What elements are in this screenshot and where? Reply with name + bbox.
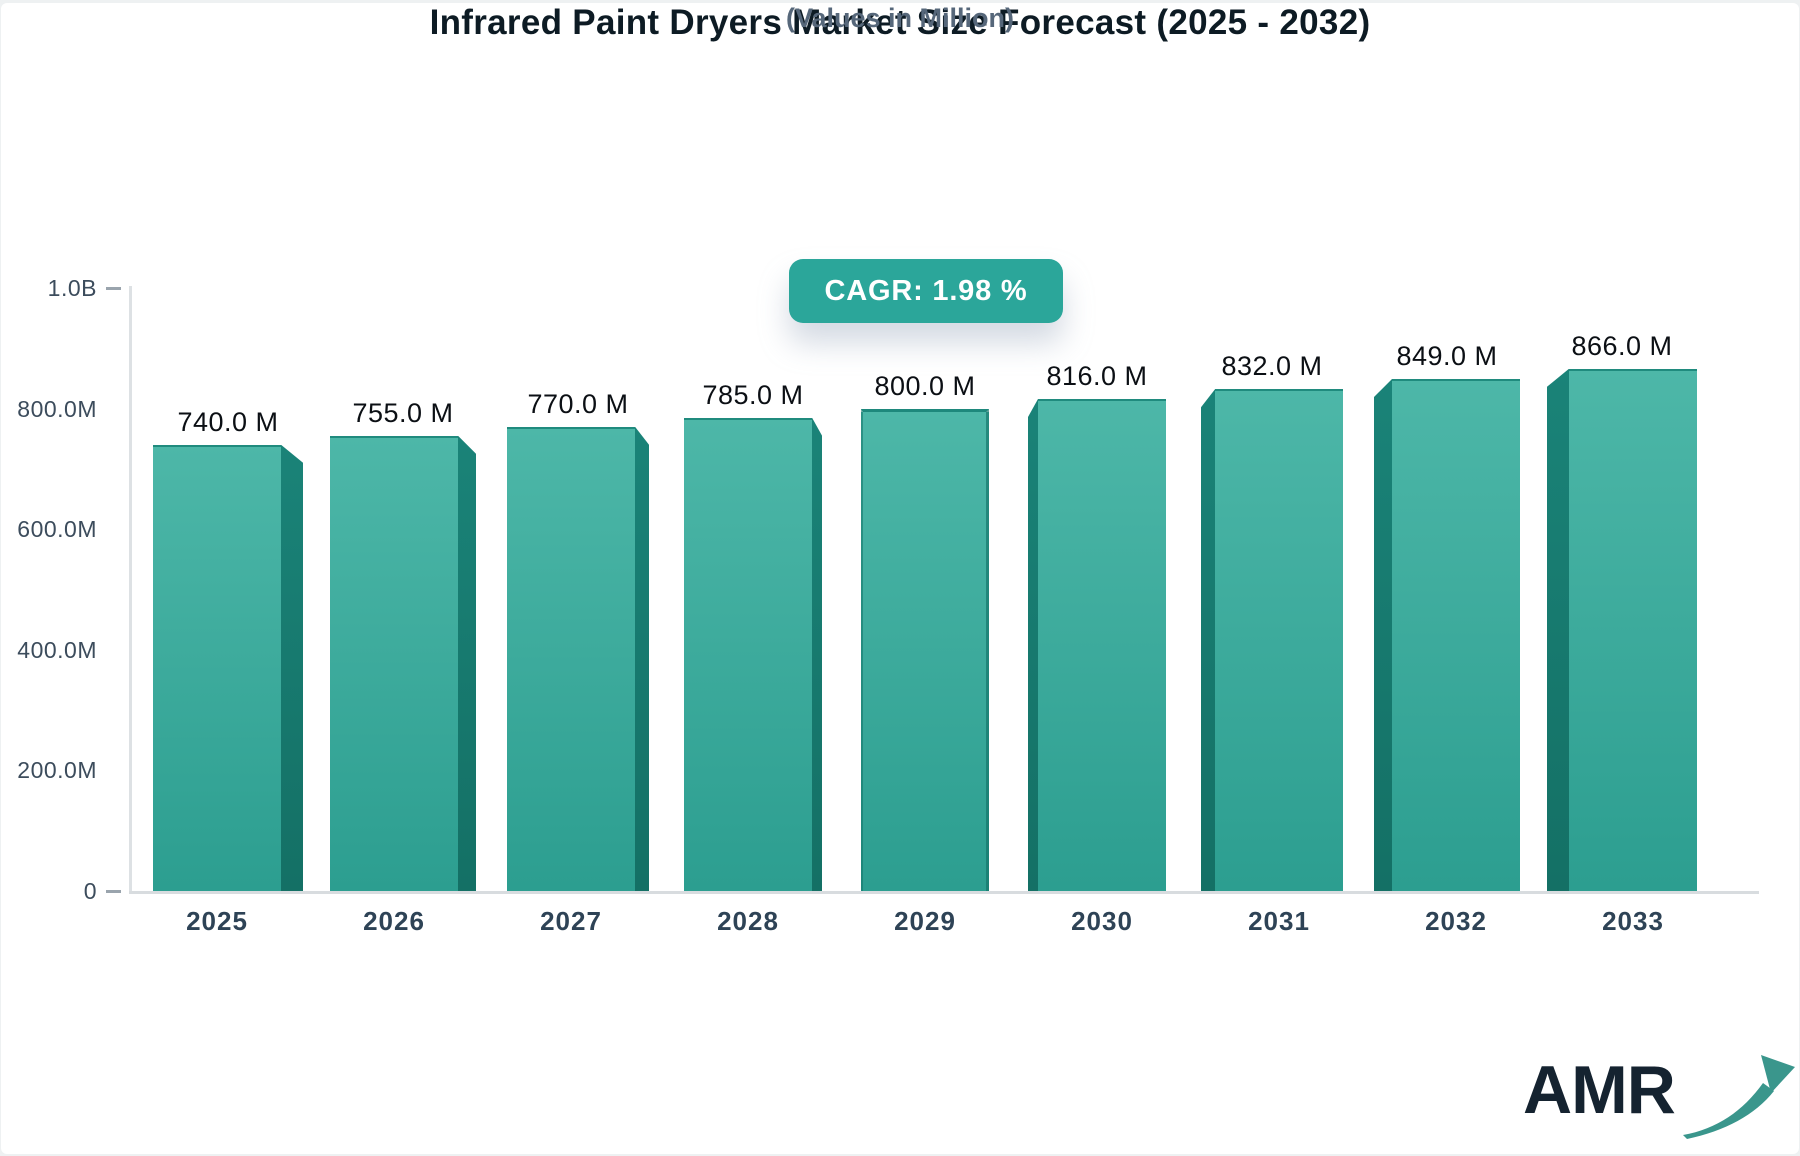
bar-value-label-2032: 849.0 M [1396,341,1498,372]
bar-side-2027 [635,426,649,891]
bar-side-2025 [281,444,303,891]
bar-side-2026 [458,435,476,891]
bar-value-label-2029: 800.0 M [874,370,976,401]
bar-2029 [861,408,989,891]
bar-2026 [330,435,458,891]
y-tick-label-600.0M: 600.0M [17,516,97,543]
bar-value-label-2028: 785.0 M [702,379,804,410]
bar-value-label-2027: 770.0 M [527,388,629,419]
x-tick-label-2025: 2025 [186,906,248,936]
y-tick-dash [106,287,121,290]
y-tick-label-200.0M: 200.0M [17,757,97,784]
y-tick-label-400.0M: 400.0M [17,636,97,663]
chart-card: Infrared Paint Dryers Market Size Foreca… [1,3,1799,1154]
y-axis-line [129,286,132,894]
bar-side-2032 [1374,379,1392,891]
bar-side-2030 [1028,398,1038,891]
cagr-badge-label: CAGR: 1.98 % [824,274,1028,307]
bar-value-label-2025: 740.0 M [177,406,279,437]
x-tick-label-2031: 2031 [1248,906,1310,936]
bar-side-2031 [1201,389,1215,891]
x-tick-label-2029: 2029 [894,906,956,936]
x-tick-label-2027: 2027 [540,906,602,936]
bar-2025 [153,444,281,891]
bar-2027 [507,426,635,891]
amr-logo: AMR [1523,1043,1795,1143]
y-tick-label-0: 0 [83,878,97,904]
x-axis-line [129,891,1759,894]
cagr-badge: CAGR: 1.98 % [789,259,1063,323]
bar-value-label-2033: 866.0 M [1571,330,1673,361]
x-tick-label-2028: 2028 [717,906,779,936]
bar-2033 [1569,368,1697,891]
chart-title: Infrared Paint Dryers Market Size Foreca… [429,3,1371,42]
x-tick-label-2032: 2032 [1425,906,1487,936]
x-tick-label-2033: 2033 [1602,906,1664,936]
bar-2031 [1215,389,1343,891]
bar-2030 [1038,398,1166,891]
bar-value-label-2030: 816.0 M [1046,360,1148,391]
y-tick-label-1.0B: 1.0B [47,275,97,301]
bar-value-label-2031: 832.0 M [1221,351,1323,382]
bar-2032 [1392,379,1520,891]
growth-arrow-icon [1683,1055,1795,1139]
bar-side-2033 [1547,368,1569,891]
amr-logo-text: AMR [1523,1052,1676,1128]
y-tick-label-800.0M: 800.0M [17,395,97,422]
x-tick-label-2026: 2026 [363,906,425,936]
bar-value-label-2026: 755.0 M [352,397,454,428]
chart-subtitle: (Values in Million) [785,3,1015,33]
bar-2028 [684,417,812,891]
x-tick-label-2030: 2030 [1071,906,1133,936]
bar-side-2028 [812,417,822,891]
plot-area: 740.0 M 755.0 M 770.0 M 785.0 M 800.0 M 816.0… [131,288,1756,891]
y-tick-dash [106,890,121,893]
